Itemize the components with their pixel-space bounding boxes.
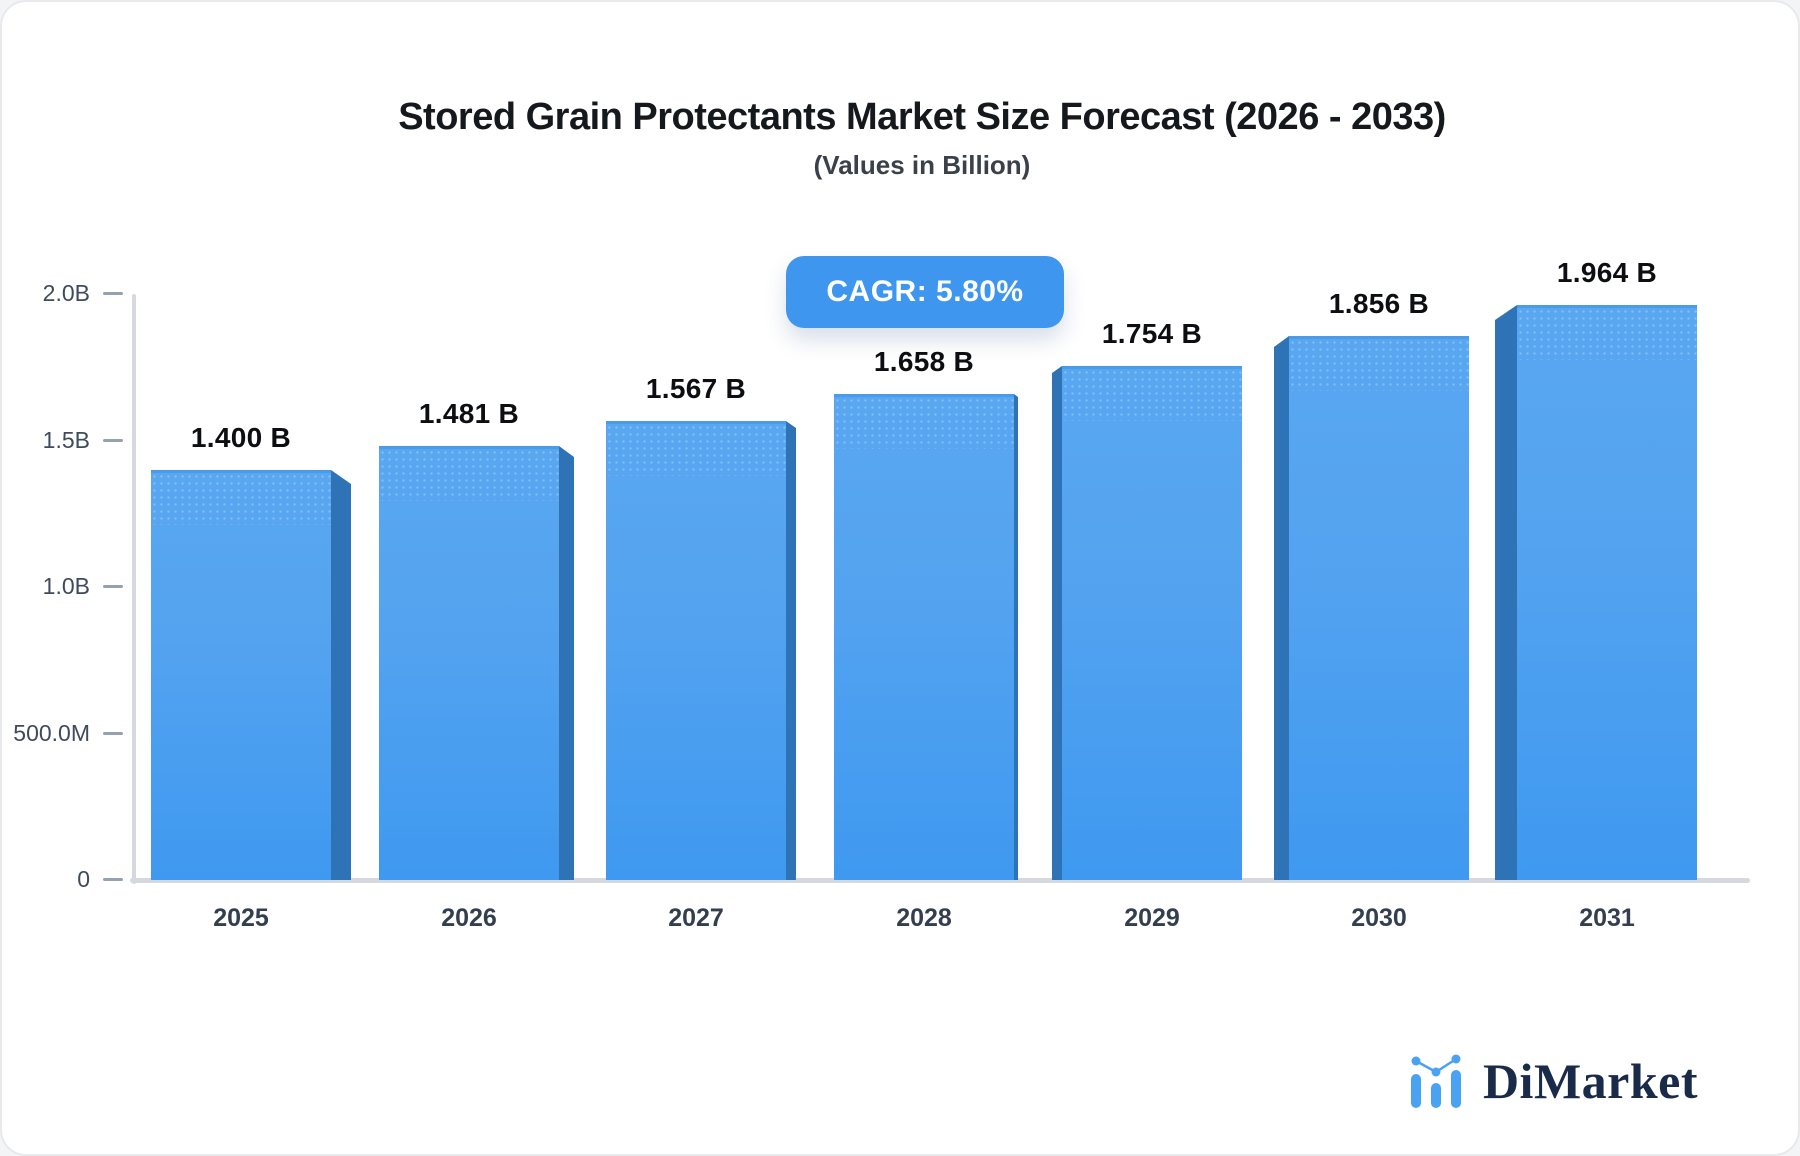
bar-3d-side	[786, 421, 796, 880]
x-tick-label: 2025	[213, 904, 269, 932]
bar-3d-side	[1274, 336, 1289, 880]
bar-value-label: 1.754 B	[1101, 318, 1203, 349]
brand-logo[interactable]: DiMarket	[1405, 1052, 1698, 1110]
bar-value-label: 1.400 B	[190, 422, 292, 453]
bar-3d-side	[1495, 305, 1517, 880]
bar-3d-side	[559, 446, 574, 880]
y-tick-dash	[103, 731, 123, 735]
bar-face	[606, 421, 786, 880]
bar-face	[834, 394, 1014, 880]
x-tick-label: 2030	[1351, 904, 1407, 932]
bar-2027[interactable]	[606, 421, 796, 880]
y-tick-label: 2.0B	[42, 280, 90, 306]
y-tick-label: 1.0B	[42, 573, 90, 599]
bar-2030[interactable]	[1274, 336, 1469, 880]
bar-3d-side	[1052, 366, 1062, 880]
y-tick-label: 0	[77, 866, 90, 892]
x-tick-label: 2028	[896, 904, 952, 932]
bar-2029[interactable]	[1052, 366, 1242, 880]
y-tick-dash	[103, 878, 123, 881]
x-tick-label: 2029	[1124, 904, 1180, 932]
bar-face	[1517, 305, 1697, 880]
bar-2031[interactable]	[1495, 305, 1697, 880]
page-subtitle: (Values in Billion)	[813, 150, 1031, 180]
y-tick-dash	[103, 585, 123, 588]
bar-value-label: 1.964 B	[1556, 257, 1658, 288]
x-axis-line	[130, 878, 1750, 883]
y-axis-line	[132, 294, 136, 884]
x-tick-label: 2026	[441, 904, 497, 932]
y-tick-label: 1.5B	[42, 426, 90, 453]
bar-2026[interactable]	[379, 446, 574, 880]
bar-2025[interactable]	[151, 470, 351, 880]
bar-2028[interactable]	[834, 394, 1018, 880]
bar-value-label: 1.856 B	[1328, 288, 1430, 319]
bar-3d-side	[331, 470, 351, 880]
page-title: Stored Grain Protectants Market Size For…	[398, 96, 1446, 138]
bar-chart-trend-icon	[1405, 1052, 1467, 1110]
bar-value-label: 1.567 B	[645, 373, 747, 404]
brand-logo-text: DiMarket	[1482, 1053, 1698, 1109]
bar-3d-side	[1014, 394, 1018, 880]
bar-face	[151, 470, 331, 880]
x-tick-label: 2031	[1579, 904, 1635, 932]
y-tick-label: 500.0M	[13, 719, 90, 746]
bar-face	[1062, 366, 1242, 880]
bar-face	[1289, 336, 1469, 880]
y-tick-dash	[103, 292, 123, 295]
bar-value-label: 1.481 B	[418, 398, 520, 429]
cagr-badge: CAGR: 5.80%	[786, 256, 1064, 328]
cagr-badge-label: CAGR: 5.80%	[826, 275, 1024, 308]
bar-face	[379, 446, 559, 880]
y-tick-dash	[103, 438, 123, 442]
bar-value-label: 1.658 B	[873, 346, 975, 377]
x-tick-label: 2027	[668, 904, 724, 932]
